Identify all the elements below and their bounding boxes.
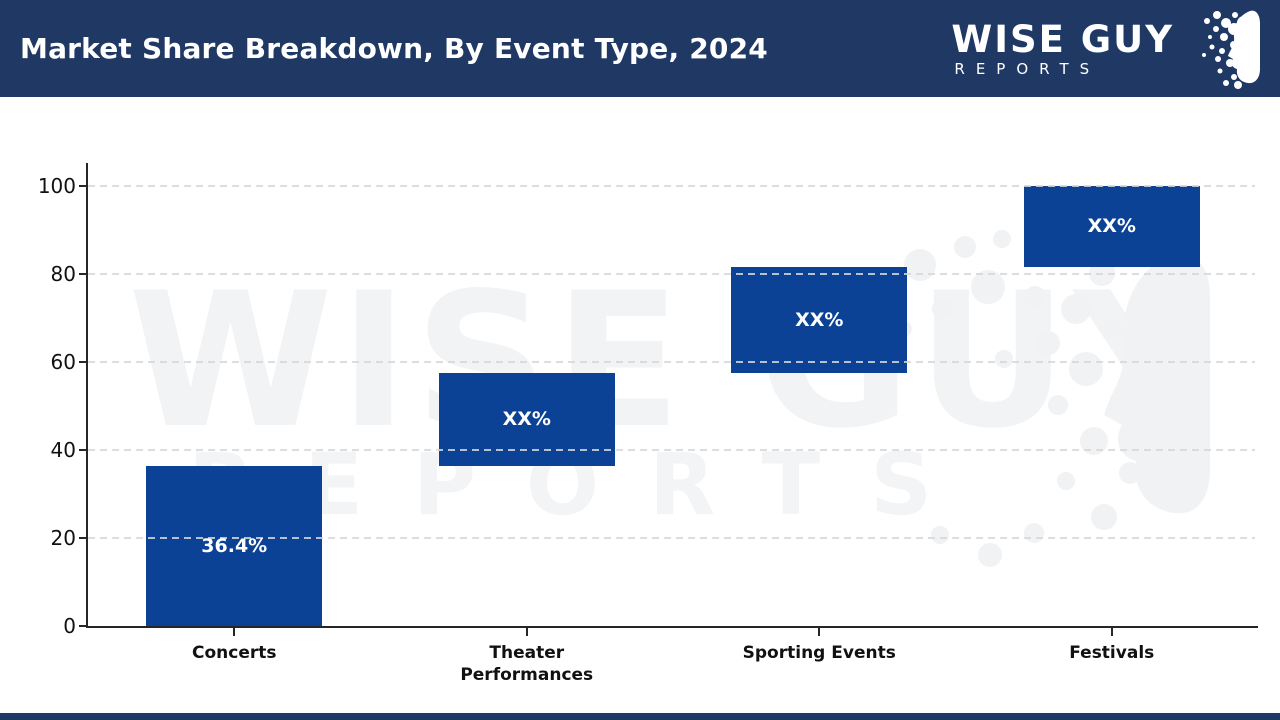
page-title: Market Share Breakdown, By Event Type, 2…: [20, 32, 768, 65]
bar-value-label: XX%: [502, 408, 551, 431]
y-tick-mark: [79, 185, 87, 187]
x-category-label: Concerts: [192, 643, 277, 663]
waterfall-bar: [731, 266, 908, 373]
bar-value-label: 36.4%: [201, 534, 268, 557]
brand-name: WISE GUY: [951, 17, 1174, 61]
y-tick-label: 80: [50, 262, 76, 286]
brand-wordmark: WISE GUY REPORTS: [951, 21, 1174, 77]
x-category-label: Theater Performances: [460, 643, 594, 686]
y-tick-label: 20: [50, 526, 76, 550]
y-tick-label: 100: [37, 174, 76, 198]
brand-subtitle: REPORTS: [954, 59, 1101, 78]
x-tick-mark: [818, 628, 821, 636]
y-tick-mark: [79, 449, 87, 451]
x-tick-mark: [1110, 628, 1113, 636]
header-bar: Market Share Breakdown, By Event Type, 2…: [0, 0, 1280, 97]
y-tick-label: 0: [63, 614, 76, 638]
gridline: [88, 361, 1255, 363]
x-axis-line: [86, 626, 1258, 628]
gridline: [88, 537, 1255, 539]
bar-value-label: XX%: [1087, 215, 1136, 238]
y-tick-mark: [79, 625, 87, 627]
y-tick-label: 60: [50, 350, 76, 374]
waterfall-bar: [146, 465, 323, 626]
x-tick-mark: [525, 628, 528, 636]
y-tick-mark: [79, 361, 87, 363]
chart-plot-area: 0 20 40 60 80 100 36.4% Concerts XX% Theater Perfo…: [0, 97, 1280, 713]
bar-value-label: XX%: [795, 308, 844, 331]
x-category-label: Sporting Events: [742, 643, 896, 663]
y-axis-line: [86, 163, 88, 628]
gridline: [88, 185, 1255, 187]
x-category-label: Festivals: [1069, 643, 1155, 663]
gridline: [88, 449, 1255, 451]
x-tick-mark: [233, 628, 236, 636]
y-tick-mark: [79, 273, 87, 275]
dotted-face-icon: [1202, 10, 1260, 89]
waterfall-bar: [1023, 186, 1200, 267]
footer-bar: [0, 713, 1280, 720]
y-tick-label: 40: [50, 438, 76, 462]
gridline: [88, 273, 1255, 275]
y-tick-mark: [79, 537, 87, 539]
brand-logo: WISE GUY REPORTS: [951, 7, 1260, 91]
